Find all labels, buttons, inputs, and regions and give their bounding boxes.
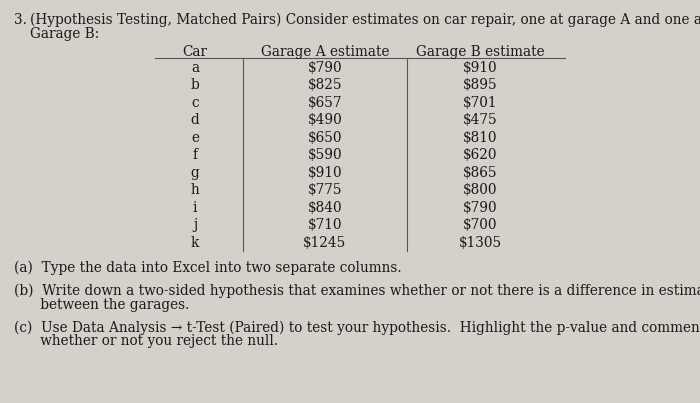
Text: $700: $700 xyxy=(463,218,497,232)
Text: d: d xyxy=(190,113,199,127)
Text: $790: $790 xyxy=(463,201,497,215)
Text: i: i xyxy=(193,201,197,215)
Text: $865: $865 xyxy=(463,166,497,180)
Text: $1305: $1305 xyxy=(458,236,502,250)
Text: (Hypothesis Testing, Matched Pairs) Consider estimates on car repair, one at gar: (Hypothesis Testing, Matched Pairs) Cons… xyxy=(30,13,700,27)
Text: $790: $790 xyxy=(308,61,342,75)
Text: $895: $895 xyxy=(463,78,497,92)
Text: a: a xyxy=(191,61,199,75)
Text: Garage B estimate: Garage B estimate xyxy=(416,45,545,59)
Text: j: j xyxy=(193,218,197,232)
Text: k: k xyxy=(191,236,200,250)
Text: $590: $590 xyxy=(308,148,342,162)
Text: $910: $910 xyxy=(308,166,342,180)
Text: $620: $620 xyxy=(463,148,497,162)
Text: f: f xyxy=(193,148,197,162)
Text: Garage B:: Garage B: xyxy=(30,27,99,41)
Text: whether or not you reject the null.: whether or not you reject the null. xyxy=(14,334,278,349)
Text: h: h xyxy=(190,183,199,197)
Text: 3.: 3. xyxy=(14,13,27,27)
Text: between the garages.: between the garages. xyxy=(14,297,190,312)
Text: $490: $490 xyxy=(307,113,342,127)
Text: $701: $701 xyxy=(463,96,497,110)
Text: Garage A estimate: Garage A estimate xyxy=(260,45,389,59)
Text: $825: $825 xyxy=(308,78,342,92)
Text: $1245: $1245 xyxy=(303,236,346,250)
Text: $775: $775 xyxy=(308,183,342,197)
Text: $800: $800 xyxy=(463,183,497,197)
Text: e: e xyxy=(191,131,199,145)
Text: (a)  Type the data into Excel into two separate columns.: (a) Type the data into Excel into two se… xyxy=(14,260,402,275)
Text: g: g xyxy=(190,166,199,180)
Text: (b)  Write down a two-sided hypothesis that examines whether or not there is a d: (b) Write down a two-sided hypothesis th… xyxy=(14,284,700,298)
Text: $657: $657 xyxy=(308,96,342,110)
Text: $910: $910 xyxy=(463,61,497,75)
Text: b: b xyxy=(190,78,199,92)
Text: $650: $650 xyxy=(308,131,342,145)
Text: $475: $475 xyxy=(463,113,497,127)
Text: Car: Car xyxy=(183,45,207,59)
Text: (c)  Use Data Analysis → t-Test (Paired) to test your hypothesis.  Highlight the: (c) Use Data Analysis → t-Test (Paired) … xyxy=(14,321,700,335)
Text: c: c xyxy=(191,96,199,110)
Text: $810: $810 xyxy=(463,131,497,145)
Text: $840: $840 xyxy=(308,201,342,215)
Text: $710: $710 xyxy=(308,218,342,232)
